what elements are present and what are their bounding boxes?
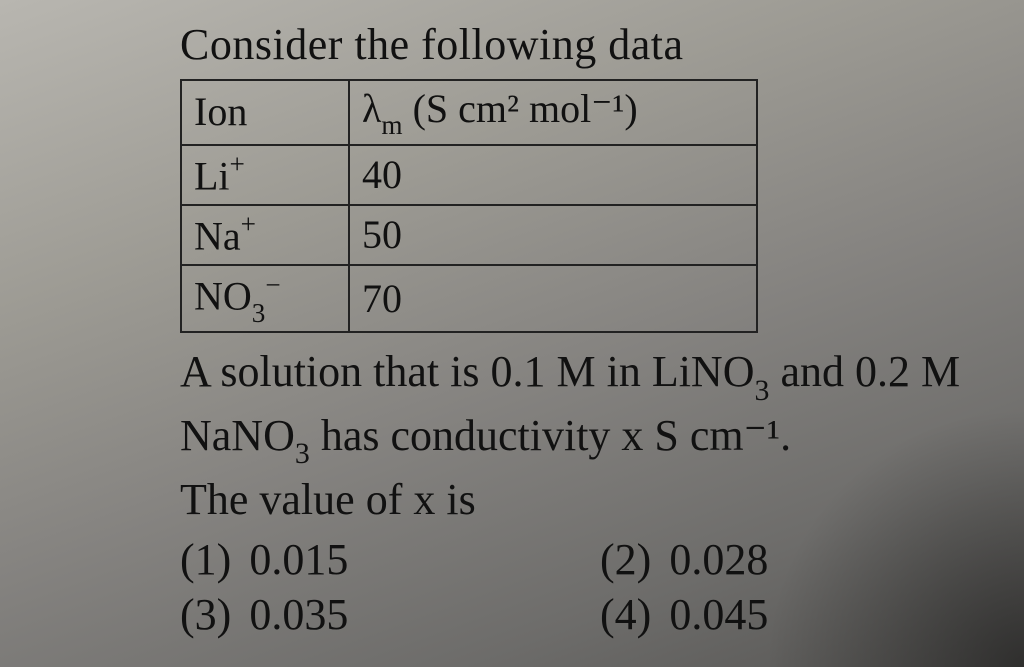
question-body: A solution that is 0.1 M in LiNO3 and 0.…	[180, 343, 1000, 528]
option-1[interactable]: (1) 0.015	[180, 534, 560, 585]
text-fragment: A solution that is 0.1 M in LiNO	[180, 347, 754, 396]
table-row: NO3− 70	[181, 265, 757, 332]
text-fragment: has conductivity x S cm⁻¹.	[310, 411, 791, 460]
table-header-lambda: λm (S cm² mol⁻¹)	[349, 80, 757, 145]
option-2[interactable]: (2) 0.028	[600, 534, 980, 585]
ion-cell: Li+	[181, 145, 349, 205]
option-4[interactable]: (4) 0.045	[600, 589, 980, 640]
option-3[interactable]: (3) 0.035	[180, 589, 560, 640]
data-table: Ion λm (S cm² mol⁻¹) Li+ 40 Na+ 50 NO3− …	[180, 79, 758, 334]
table-row: Na+ 50	[181, 205, 757, 265]
text-fragment: NaNO	[180, 411, 295, 460]
subscript: 3	[295, 437, 310, 470]
ion-base: Na	[194, 213, 241, 258]
option-value: 0.045	[669, 589, 768, 640]
cell-text: Ion	[194, 89, 247, 134]
option-value: 0.028	[669, 534, 768, 585]
body-line-1: A solution that is 0.1 M in LiNO3 and 0.…	[180, 343, 1000, 407]
ion-charge: +	[241, 209, 256, 239]
body-line-2: NaNO3 has conductivity x S cm⁻¹.	[180, 407, 1000, 471]
value-cell: 50	[349, 205, 757, 265]
lambda-unit: (S cm² mol⁻¹)	[403, 86, 638, 131]
subscript: 3	[754, 374, 769, 407]
ion-base: NO	[194, 274, 252, 319]
ion-cell: Na+	[181, 205, 349, 265]
value-cell: 40	[349, 145, 757, 205]
option-value: 0.015	[249, 534, 348, 585]
lambda-sub: m	[381, 110, 402, 140]
ion-charge: −	[265, 270, 280, 300]
table-row: Li+ 40	[181, 145, 757, 205]
table-header-ion: Ion	[181, 80, 349, 145]
question-block: Consider the following data Ion λm (S cm…	[180, 20, 1000, 640]
ion-sub: 3	[252, 298, 266, 328]
option-number: (4)	[600, 589, 651, 640]
option-number: (3)	[180, 589, 231, 640]
option-number: (1)	[180, 534, 231, 585]
intro-text: Consider the following data	[180, 20, 1000, 71]
ion-charge: +	[230, 149, 245, 179]
option-value: 0.035	[249, 589, 348, 640]
body-line-3: The value of x is	[180, 471, 1000, 528]
table-row: Ion λm (S cm² mol⁻¹)	[181, 80, 757, 145]
lambda-symbol: λ	[362, 86, 381, 131]
ion-base: Li	[194, 153, 230, 198]
options-block: (1) 0.015 (2) 0.028 (3) 0.035 (4) 0.045	[180, 534, 980, 640]
text-fragment: and 0.2 M	[769, 347, 960, 396]
value-cell: 70	[349, 265, 757, 332]
option-number: (2)	[600, 534, 651, 585]
ion-cell: NO3−	[181, 265, 349, 332]
